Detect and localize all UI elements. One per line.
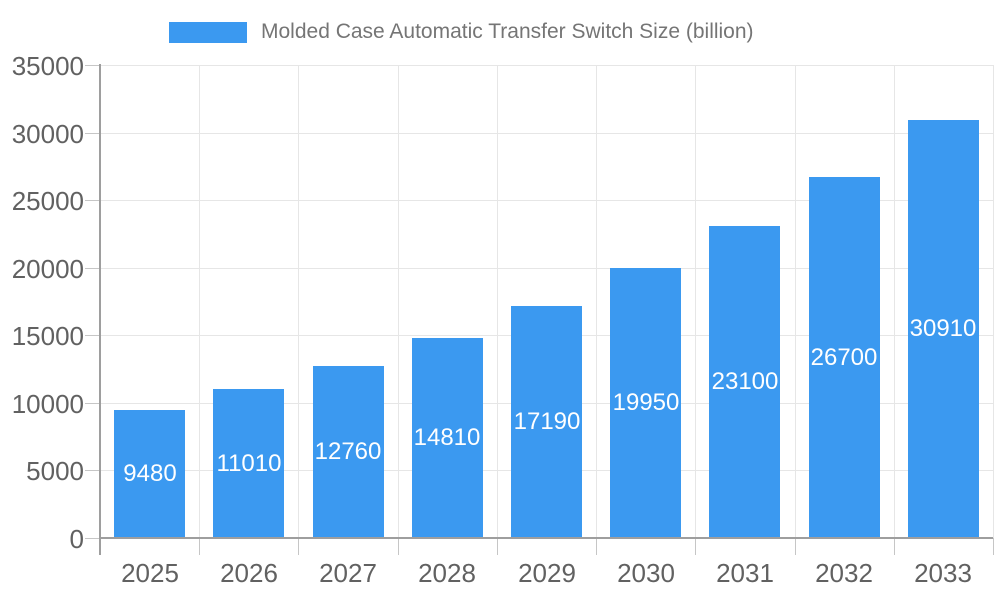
y-axis-tick [85,268,100,269]
bar-2028[interactable] [412,338,483,537]
legend-color-swatch [169,21,247,43]
x-gridline [398,65,399,538]
bar-value-label: 12760 [314,438,382,465]
bar-value-label: 9480 [123,460,177,487]
y-axis-tick-label: 5000 [26,456,84,486]
y-axis-line [99,64,101,555]
x-axis-tick [695,538,696,555]
x-gridline [894,65,895,538]
x-axis-tick [398,538,399,555]
bar-value-label: 11010 [216,450,282,477]
y-axis-tick-label: 30000 [11,119,84,149]
bar-value-label: 19950 [612,389,680,416]
bar-2026[interactable] [213,389,284,537]
x-axis-tick [497,538,498,555]
chart-legend-item[interactable]: Molded Case Automatic Transfer Switch Si… [169,11,754,53]
bar-value-label: 23100 [711,368,779,395]
y-axis-tick [85,403,100,404]
y-axis-tick [85,65,100,66]
bar-value-label: 14810 [413,424,481,451]
y-axis-tick-label: 20000 [11,254,84,284]
x-gridline [497,65,498,538]
x-axis-tick-label: 2025 [121,558,179,588]
x-axis-tick [795,538,796,555]
x-gridline [199,65,200,538]
x-axis-tick [199,538,200,555]
x-axis-tick [596,538,597,555]
y-gridline [100,200,993,201]
bar-2031[interactable] [709,226,780,537]
bar-2033[interactable] [908,120,979,537]
x-axis-tick-label: 2026 [220,558,278,588]
x-gridline [795,65,796,538]
x-axis-line [99,537,993,539]
y-axis-tick-label: 0 [69,524,84,554]
x-axis-tick-label: 2033 [914,558,972,588]
x-axis-tick [894,538,895,555]
bar-2025[interactable] [114,410,185,537]
y-axis-tick-label: 15000 [11,321,84,351]
y-gridline [100,268,993,269]
y-axis-tick [85,200,100,201]
bar-value-label: 26700 [810,344,878,371]
y-gridline [100,65,993,66]
x-axis-tick-label: 2030 [617,558,675,588]
bar-2032[interactable] [809,177,880,537]
y-axis-tick-label: 35000 [11,51,84,81]
bar-2030[interactable] [610,268,681,537]
y-axis-tick [85,133,100,134]
y-axis-tick [85,470,100,471]
bar-value-label: 30910 [909,315,977,342]
y-axis-tick-label: 10000 [11,389,84,419]
x-gridline [695,65,696,538]
y-axis-tick [85,335,100,336]
y-axis-tick-label: 25000 [11,186,84,216]
x-axis-tick-label: 2032 [815,558,873,588]
x-axis-tick-label: 2027 [319,558,377,588]
legend-series-label: Molded Case Automatic Transfer Switch Si… [261,20,754,43]
y-gridline [100,133,993,134]
x-axis-tick [298,538,299,555]
bar-value-label: 17190 [513,408,581,435]
x-gridline [596,65,597,538]
x-axis-tick [993,538,994,555]
y-axis-tick [85,538,100,539]
x-axis-tick-label: 2028 [418,558,476,588]
x-gridline [298,65,299,538]
bar-2029[interactable] [511,306,582,537]
x-gridline [993,65,994,538]
x-axis-tick-label: 2031 [716,558,774,588]
bar-2027[interactable] [313,366,384,537]
x-axis-tick-label: 2029 [518,558,576,588]
